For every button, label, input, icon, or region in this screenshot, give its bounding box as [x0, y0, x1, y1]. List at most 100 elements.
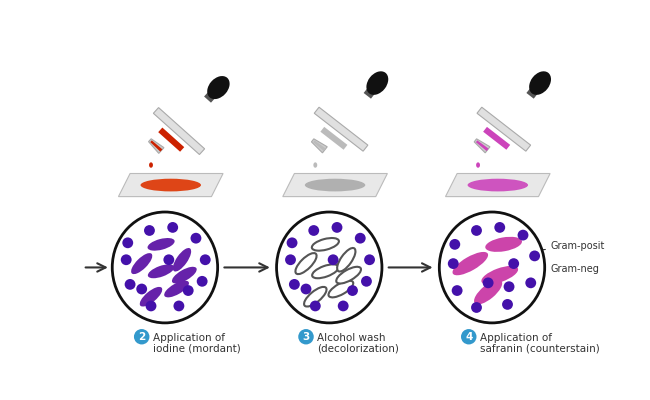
Circle shape — [289, 279, 300, 290]
Polygon shape — [476, 140, 489, 151]
Circle shape — [347, 285, 358, 296]
Polygon shape — [474, 139, 490, 153]
Bar — [363, 86, 377, 99]
Circle shape — [364, 254, 375, 265]
Ellipse shape — [337, 248, 356, 272]
Circle shape — [197, 276, 207, 287]
Circle shape — [144, 225, 155, 236]
Ellipse shape — [164, 281, 189, 297]
Polygon shape — [311, 139, 327, 153]
Circle shape — [525, 278, 536, 288]
Bar — [314, 107, 368, 151]
Ellipse shape — [367, 71, 388, 95]
Circle shape — [529, 250, 540, 261]
Bar — [204, 90, 217, 103]
Ellipse shape — [482, 266, 518, 284]
Text: (decolorization): (decolorization) — [317, 344, 398, 354]
Text: iodine (mordant): iodine (mordant) — [153, 344, 240, 354]
Bar — [158, 128, 184, 152]
Ellipse shape — [140, 179, 201, 192]
Bar — [153, 108, 205, 154]
Circle shape — [471, 225, 482, 236]
Circle shape — [504, 281, 515, 292]
Ellipse shape — [529, 71, 551, 95]
Polygon shape — [149, 139, 164, 153]
Circle shape — [134, 329, 150, 344]
Circle shape — [448, 258, 459, 269]
Circle shape — [146, 300, 157, 311]
Polygon shape — [313, 140, 326, 151]
Circle shape — [508, 258, 519, 269]
Ellipse shape — [172, 267, 197, 284]
Ellipse shape — [149, 162, 153, 168]
Ellipse shape — [148, 238, 175, 251]
Polygon shape — [283, 174, 387, 197]
Circle shape — [174, 300, 185, 311]
Text: Application of: Application of — [153, 333, 224, 343]
Ellipse shape — [276, 212, 382, 323]
Text: 4: 4 — [465, 332, 473, 342]
Ellipse shape — [312, 238, 339, 251]
Circle shape — [471, 302, 482, 313]
Circle shape — [361, 276, 372, 287]
Circle shape — [310, 300, 320, 311]
Ellipse shape — [476, 162, 480, 168]
Circle shape — [125, 279, 135, 290]
Circle shape — [121, 254, 131, 265]
Circle shape — [461, 329, 476, 344]
Circle shape — [136, 284, 147, 294]
Circle shape — [355, 233, 366, 244]
Circle shape — [328, 254, 339, 265]
Ellipse shape — [140, 287, 162, 306]
Text: 3: 3 — [302, 332, 309, 342]
Circle shape — [285, 254, 296, 265]
Circle shape — [308, 225, 319, 236]
Ellipse shape — [112, 212, 218, 323]
Circle shape — [167, 222, 178, 233]
Ellipse shape — [131, 253, 152, 274]
Text: 2: 2 — [138, 332, 146, 342]
Circle shape — [298, 329, 314, 344]
Ellipse shape — [304, 287, 326, 306]
Bar — [477, 107, 530, 151]
Bar — [526, 86, 539, 99]
Text: safranin (counterstain): safranin (counterstain) — [480, 344, 599, 354]
Polygon shape — [445, 174, 550, 197]
Ellipse shape — [452, 252, 488, 275]
Circle shape — [190, 233, 202, 244]
Polygon shape — [118, 174, 223, 197]
Ellipse shape — [336, 267, 361, 284]
Bar — [320, 127, 347, 150]
Ellipse shape — [313, 162, 317, 168]
Text: Gram-neg: Gram-neg — [514, 264, 600, 274]
Circle shape — [502, 299, 513, 310]
Text: Gram-posit: Gram-posit — [510, 241, 605, 253]
Ellipse shape — [173, 248, 191, 272]
Ellipse shape — [312, 264, 339, 278]
Circle shape — [449, 239, 460, 250]
Ellipse shape — [305, 179, 365, 192]
Polygon shape — [150, 140, 162, 152]
Ellipse shape — [467, 179, 528, 192]
Text: Application of: Application of — [480, 333, 552, 343]
Circle shape — [287, 238, 298, 248]
Circle shape — [332, 222, 343, 233]
Ellipse shape — [295, 253, 317, 274]
Circle shape — [338, 300, 348, 311]
Circle shape — [452, 285, 463, 296]
Circle shape — [183, 285, 194, 296]
Ellipse shape — [148, 264, 174, 278]
Circle shape — [200, 254, 211, 265]
Ellipse shape — [486, 237, 522, 252]
Circle shape — [122, 238, 133, 248]
Ellipse shape — [328, 281, 353, 297]
Circle shape — [300, 284, 311, 294]
Ellipse shape — [474, 280, 502, 304]
Circle shape — [483, 278, 493, 288]
Ellipse shape — [439, 212, 545, 323]
Bar — [483, 127, 510, 150]
Circle shape — [494, 222, 505, 233]
Circle shape — [517, 230, 528, 240]
Text: Alcohol wash: Alcohol wash — [317, 333, 385, 343]
Circle shape — [163, 254, 174, 265]
